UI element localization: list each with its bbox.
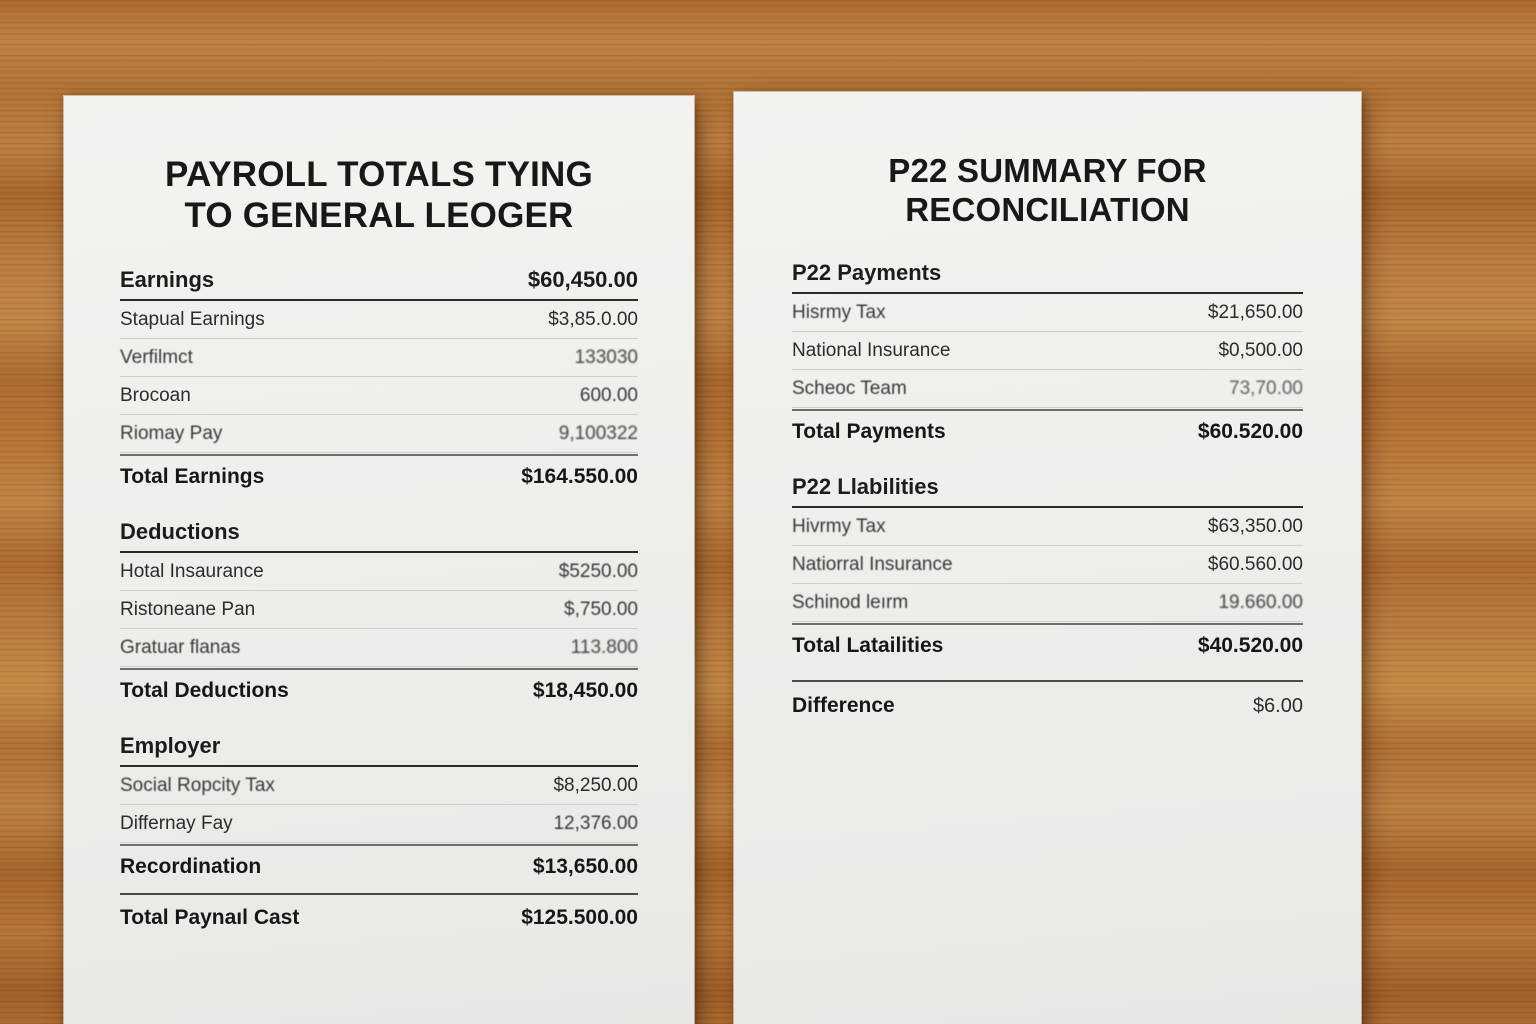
- section-header-deductions: Deductions: [120, 519, 638, 553]
- section-header-label: P22 Llabilities: [792, 473, 939, 499]
- section-employer: Employer Social Ropcity Tax $8,250.00 Di…: [120, 733, 638, 879]
- row-amount: $5250.00: [558, 560, 638, 582]
- payroll-totals-document[interactable]: PAYROLL TOTALS TYING TO GENERAL LEOGER E…: [64, 96, 694, 1024]
- p22-summary-document[interactable]: P22 SUMMARY FOR RECONCILIATION P22 Payme…: [734, 92, 1361, 1024]
- row-label: Ristoneane Pan: [120, 598, 256, 620]
- table-row: Brocoan 600.00: [120, 377, 638, 415]
- section-header-p22-liabilities: P22 Llabilities: [792, 474, 1303, 508]
- difference-row: Difference $6.00: [792, 679, 1303, 718]
- difference-label: Difference: [792, 693, 895, 717]
- right-document-title: P22 SUMMARY FOR RECONCILIATION: [734, 92, 1361, 230]
- row-label: Stapual Earnings: [120, 308, 265, 330]
- total-label: Total Latailities: [792, 633, 944, 657]
- row-amount: 113.800: [570, 636, 638, 658]
- table-row: Gratuar flanas 113.800: [120, 629, 638, 667]
- table-row: Hisrmy Tax $21,650.00: [792, 294, 1303, 332]
- left-document-body: PAYROLL TOTALS TYING TO GENERAL LEOGER E…: [64, 96, 694, 1024]
- row-label: Hisrmy Tax: [792, 301, 886, 323]
- row-label: Natiorral Insurance: [792, 553, 953, 575]
- row-amount: 12,376.00: [553, 812, 638, 834]
- table-row: Stapual Earnings $3,85.0.00: [120, 301, 638, 339]
- total-amount: $18,450.00: [532, 678, 638, 702]
- row-label: Riomay Pay: [120, 422, 223, 444]
- section-header-amount: $60,450.00: [527, 266, 638, 292]
- section-total-employer: Recordination $13,650.00: [120, 843, 638, 879]
- row-amount: $8,250.00: [553, 774, 638, 796]
- row-label: Hotal Insaurance: [120, 560, 264, 582]
- row-amount: $63,350.00: [1207, 515, 1303, 537]
- left-document-table: Earnings $60,450.00 Stapual Earnings $3,…: [64, 267, 694, 930]
- total-label: Total Earnings: [120, 464, 265, 488]
- table-row: Differnay Fay 12,376.00: [120, 805, 638, 843]
- right-document-body: P22 SUMMARY FOR RECONCILIATION P22 Payme…: [734, 92, 1361, 1024]
- row-amount: $,750.00: [564, 598, 638, 620]
- total-label: Recordination: [120, 854, 262, 878]
- table-row: Scheoc Team 73,70.00: [792, 370, 1303, 408]
- row-amount: $0,500.00: [1218, 339, 1303, 361]
- section-header-label: Deductions: [120, 518, 240, 544]
- right-title-line-1: P22 SUMMARY FOR: [888, 152, 1207, 189]
- row-label: Brocoan: [120, 384, 191, 406]
- table-row: Social Ropcity Tax $8,250.00: [120, 767, 638, 805]
- table-row: Hivrmy Tax $63,350.00: [792, 508, 1303, 546]
- table-row: Ristoneane Pan $,750.00: [120, 591, 638, 629]
- row-label: Social Ropcity Tax: [120, 774, 275, 796]
- table-row: Riomay Pay 9,100322: [120, 415, 638, 453]
- section-header-p22-payments: P22 Payments: [792, 260, 1303, 294]
- section-deductions: Deductions Hotal Insaurance $5250.00 Ris…: [120, 519, 638, 703]
- grand-total-amount: $125.500.00: [521, 905, 638, 929]
- total-label: Total Deductions: [120, 678, 289, 702]
- right-title-line-2: RECONCILIATION: [905, 190, 1190, 228]
- row-label: Schinod leırm: [792, 591, 909, 613]
- row-amount: 9,100322: [558, 422, 638, 444]
- row-amount: $3,85.0.00: [548, 308, 638, 330]
- total-amount: $13,650.00: [532, 854, 638, 878]
- section-header-employer: Employer: [120, 733, 638, 767]
- row-label: Gratuar flanas: [120, 636, 241, 658]
- row-label: Verfilmct: [120, 346, 193, 368]
- table-row: Verfilmct 133030: [120, 339, 638, 377]
- table-row: Hotal Insaurance $5250.00: [120, 553, 638, 591]
- section-p22-liabilities: P22 Llabilities Hivrmy Tax $63,350.00 Na…: [792, 474, 1303, 658]
- left-document-title: PAYROLL TOTALS TYING TO GENERAL LEOGER: [64, 96, 694, 237]
- table-row: Natiorral Insurance $60.560.00: [792, 546, 1303, 584]
- row-amount: 73,70.00: [1229, 377, 1303, 399]
- section-header-label: Earnings: [120, 266, 215, 292]
- total-label: Total Payments: [792, 419, 946, 443]
- section-p22-payments: P22 Payments Hisrmy Tax $21,650.00 Natio…: [792, 260, 1303, 444]
- total-amount: $40.520.00: [1197, 633, 1303, 657]
- left-title-line-2: TO GENERAL LEOGER: [184, 196, 574, 236]
- total-amount: $164.550.00: [521, 464, 638, 488]
- left-title-line-1: PAYROLL TOTALS TYING: [165, 155, 593, 194]
- row-amount: 133030: [574, 346, 638, 368]
- row-amount: $60.560.00: [1207, 553, 1303, 575]
- right-document-table: P22 Payments Hisrmy Tax $21,650.00 Natio…: [734, 260, 1361, 718]
- section-header-label: Employer: [120, 732, 221, 758]
- row-label: Differnay Fay: [120, 812, 233, 834]
- total-amount: $60.520.00: [1197, 419, 1303, 443]
- section-total-deductions: Total Deductions $18,450.00: [120, 667, 638, 703]
- row-amount: 600.00: [579, 384, 638, 406]
- row-label: Scheoc Team: [792, 377, 907, 399]
- section-header-label: P22 Payments: [792, 259, 942, 285]
- row-amount: 19.660.00: [1218, 591, 1303, 613]
- row-label: National Insurance: [792, 339, 951, 361]
- table-row: National Insurance $0,500.00: [792, 332, 1303, 370]
- section-header-earnings: Earnings $60,450.00: [120, 267, 638, 301]
- grand-total-row: Total Paynaıl Cast $125.500.00: [120, 892, 638, 930]
- section-earnings: Earnings $60,450.00 Stapual Earnings $3,…: [120, 267, 638, 489]
- difference-amount: $6.00: [1252, 694, 1303, 717]
- section-total-liabilities: Total Latailities $40.520.00: [792, 622, 1303, 658]
- row-label: Hivrmy Tax: [792, 515, 886, 537]
- section-total-earnings: Total Earnings $164.550.00: [120, 453, 638, 489]
- grand-total-label: Total Paynaıl Cast: [120, 905, 300, 929]
- table-row: Schinod leırm 19.660.00: [792, 584, 1303, 622]
- section-total-payments: Total Payments $60.520.00: [792, 408, 1303, 444]
- row-amount: $21,650.00: [1207, 301, 1303, 323]
